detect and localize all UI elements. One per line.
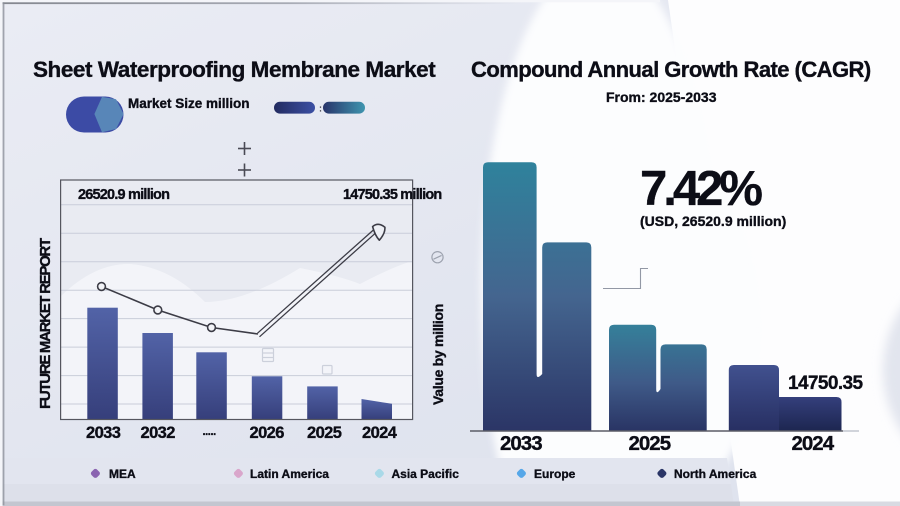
svg-text::: : <box>319 104 322 114</box>
